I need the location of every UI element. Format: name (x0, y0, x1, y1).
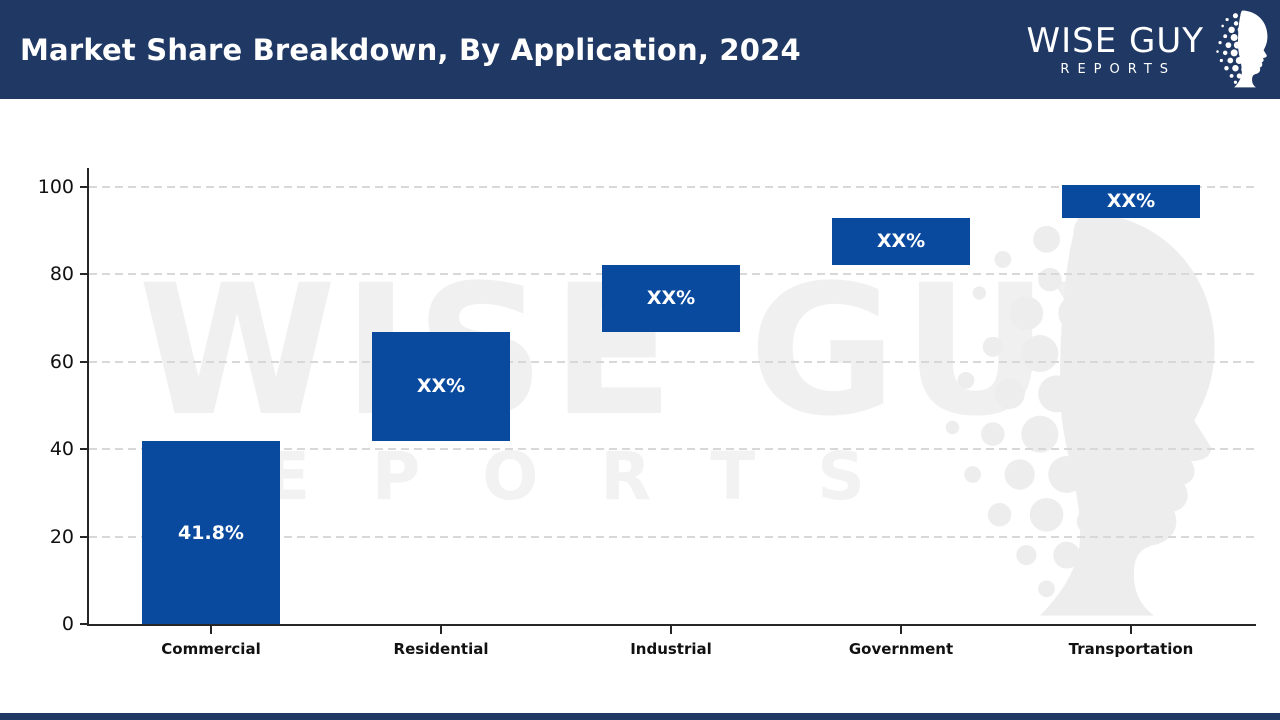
category-label-residential: Residential (393, 640, 489, 658)
category-label-government: Government (848, 640, 954, 658)
x-axis-line (87, 624, 1256, 626)
bar-value-label: XX% (416, 375, 466, 398)
logo-wordmark: WISE GUY (1026, 21, 1204, 61)
y-tick-40 (80, 448, 88, 451)
bar-transportation: XX% (1062, 184, 1200, 218)
gridline-40 (89, 448, 1256, 451)
gridline-20 (89, 535, 1256, 538)
category-label-transportation: Transportation (1068, 640, 1194, 658)
y-tick-label-0: 0 (61, 613, 74, 635)
y-tick-0 (80, 623, 88, 625)
category-label-industrial: Industrial (630, 640, 712, 658)
bar-value-label: 41.8% (178, 521, 244, 544)
bar-industrial: XX% (602, 265, 740, 332)
wiseguy-logo: WISE GUY REPORTS (1018, 6, 1268, 94)
category-label-commercial: Commercial (161, 640, 261, 658)
x-tick-commercial (210, 626, 212, 634)
gridline-60 (89, 360, 1256, 363)
bar-value-label: XX% (876, 230, 926, 253)
x-tick-transportation (1130, 626, 1132, 634)
y-tick-label-20: 20 (49, 525, 74, 548)
logo-subtext: REPORTS (1060, 62, 1177, 77)
bar-commercial: 41.8% (142, 441, 280, 624)
footer-bar (0, 713, 1280, 720)
header-bar: Market Share Breakdown, By Application, … (0, 0, 1280, 99)
bar-residential: XX% (372, 331, 510, 442)
page-title: Market Share Breakdown, By Application, … (20, 32, 801, 67)
bar-government: XX% (832, 217, 970, 266)
y-tick-60 (80, 360, 88, 363)
logo-head-icon (1206, 10, 1270, 88)
y-tick-100 (80, 186, 88, 188)
logo-text: WISE GUY REPORTS (1026, 22, 1204, 77)
y-tick-20 (80, 535, 88, 538)
gridline-100 (89, 186, 1256, 188)
y-tick-label-100: 100 (37, 176, 74, 198)
y-tick-label-60: 60 (49, 350, 74, 373)
x-tick-government (900, 626, 902, 634)
y-tick-80 (80, 273, 88, 276)
y-tick-label-40: 40 (49, 438, 74, 461)
x-tick-residential (440, 626, 442, 634)
y-tick-label-80: 80 (49, 263, 74, 286)
x-tick-industrial (670, 626, 672, 634)
bar-value-label: XX% (1106, 190, 1156, 213)
y-axis-line (87, 168, 89, 626)
bar-value-label: XX% (646, 287, 696, 310)
